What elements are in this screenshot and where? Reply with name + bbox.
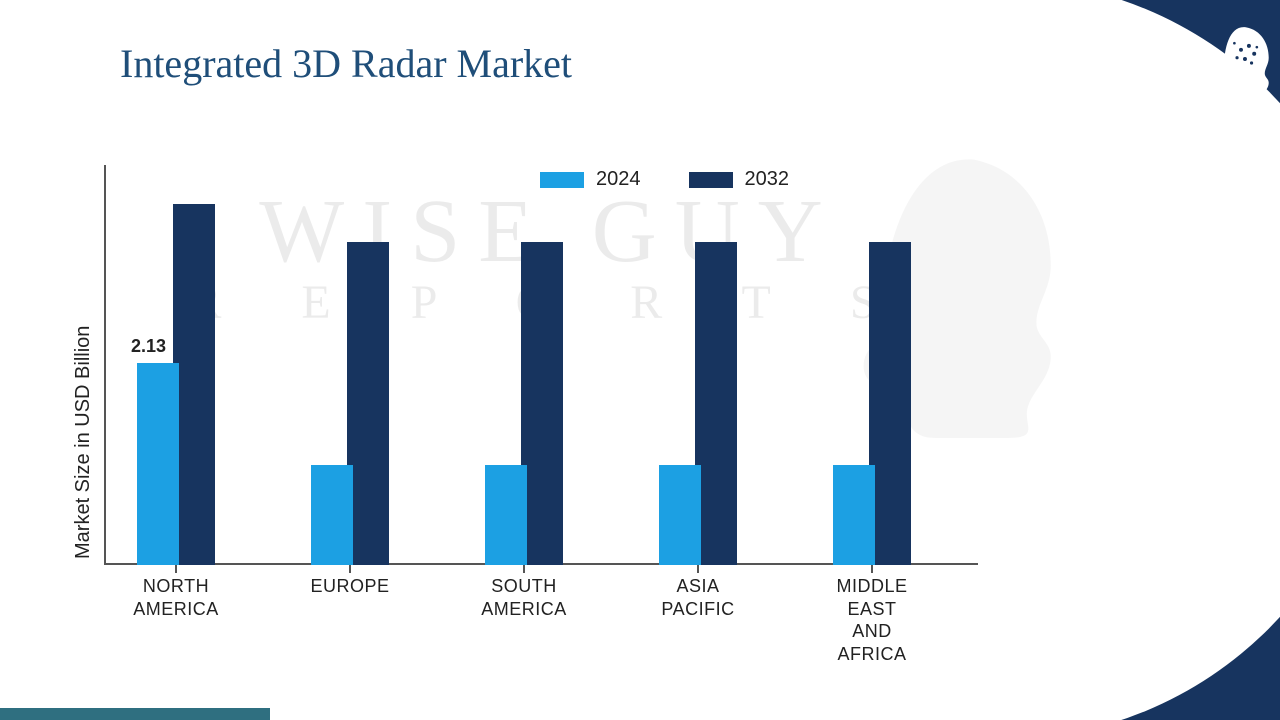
bar xyxy=(695,242,737,565)
bar-chart: Market Size in USD Billion NORTHAMERICAE… xyxy=(106,185,976,565)
bar xyxy=(521,242,563,565)
x-axis-category-label: MIDDLEEASTANDAFRICA xyxy=(792,565,952,665)
bar xyxy=(869,242,911,565)
chart-title: Integrated 3D Radar Market xyxy=(120,40,572,87)
bar xyxy=(311,465,353,565)
plot-area: NORTHAMERICAEUROPESOUTHAMERICAASIAPACIFI… xyxy=(106,185,976,565)
bar xyxy=(659,465,701,565)
bar xyxy=(833,465,875,565)
bottom-accent-strip xyxy=(0,708,270,720)
brand-line1: WISE GUY xyxy=(997,28,1244,66)
x-axis-category-label: EUROPE xyxy=(270,565,430,598)
bar xyxy=(137,363,179,565)
bar xyxy=(485,465,527,565)
bar xyxy=(347,242,389,565)
y-axis-label: Market Size in USD Billion xyxy=(72,326,95,559)
brand-line2: R E P O R T S xyxy=(997,64,1244,81)
x-axis-category-label: SOUTHAMERICA xyxy=(444,565,604,620)
bar-value-label: 2.13 xyxy=(131,336,166,357)
bar xyxy=(173,204,215,565)
brand-text: WISE GUY R E P O R T S xyxy=(997,28,1244,81)
x-axis-category-label: NORTHAMERICA xyxy=(96,565,256,620)
x-axis-category-label: ASIAPACIFIC xyxy=(618,565,778,620)
